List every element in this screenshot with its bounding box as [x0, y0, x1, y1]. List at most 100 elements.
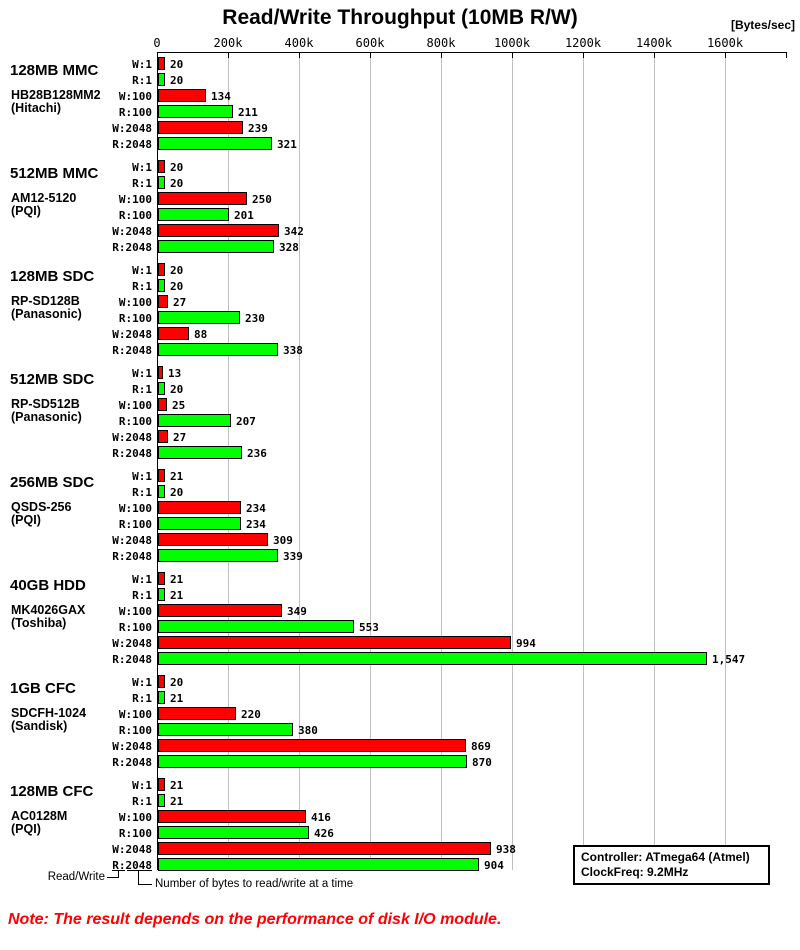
- bar-value-label: 20: [170, 74, 184, 87]
- axis-tick-label: 600k: [355, 36, 385, 50]
- bar-value-label: 207: [236, 415, 256, 428]
- bar-row-label: W:1: [132, 470, 152, 483]
- bar-value-label: 904: [484, 859, 504, 872]
- bar-row-label: W:1: [132, 161, 152, 174]
- bar-row-label: R:100: [118, 724, 152, 737]
- bar-row-label: W:100: [118, 90, 152, 103]
- bar-row-label: R:2048: [112, 241, 152, 254]
- gridline: [228, 52, 229, 870]
- bar-value-label: 309: [273, 534, 293, 547]
- group-maker-label: (Panasonic): [11, 307, 82, 321]
- group-maker-label: (PQI): [11, 513, 41, 527]
- controller-info-box: Controller: ATmega64 (Atmel) ClockFreq: …: [573, 845, 770, 885]
- group-model-label: RP-SD512B: [11, 397, 80, 411]
- group-size-label: 128MB MMC: [10, 62, 99, 79]
- write-bar: [158, 398, 167, 411]
- read-bar: [158, 723, 293, 736]
- bar-row-label: R:2048: [112, 859, 152, 872]
- write-bar: [158, 263, 165, 276]
- bar-value-label: 236: [247, 447, 267, 460]
- bar-row-label: W:1: [132, 58, 152, 71]
- legend-bracket-bytes: [138, 871, 152, 885]
- bar-value-label: 250: [252, 193, 272, 206]
- bar-value-label: 20: [170, 161, 184, 174]
- read-bar: [158, 73, 165, 86]
- bar-row-label: R:100: [118, 621, 152, 634]
- bar-value-label: 20: [170, 177, 184, 190]
- read-bar: [158, 858, 479, 871]
- bar-row-label: R:1: [132, 177, 152, 190]
- bar-value-label: 870: [472, 756, 492, 769]
- bar-row-label: R:2048: [112, 756, 152, 769]
- bar-value-label: 134: [211, 90, 231, 103]
- axis-tick-label: 400k: [284, 36, 314, 50]
- read-bar: [158, 382, 165, 395]
- group-maker-label: (PQI): [11, 822, 41, 836]
- write-bar: [158, 327, 189, 340]
- read-bar: [158, 588, 165, 601]
- axis-tick: [370, 52, 371, 58]
- axis-tick-label: 200k: [213, 36, 243, 50]
- bar-row-label: W:1: [132, 676, 152, 689]
- gridline: [441, 52, 442, 870]
- bar-row-label: R:1: [132, 589, 152, 602]
- axis-tick-label: 0: [153, 36, 161, 50]
- read-bar: [158, 343, 278, 356]
- group-model-label: QSDS-256: [11, 500, 72, 514]
- bar-row-label: W:2048: [112, 843, 152, 856]
- group-model-label: MK4026GAX: [11, 603, 86, 617]
- bar-value-label: 338: [283, 344, 303, 357]
- read-bar: [158, 446, 242, 459]
- bar-row-label: W:2048: [112, 534, 152, 547]
- bar-row-label: W:2048: [112, 122, 152, 135]
- bar-value-label: 239: [248, 122, 268, 135]
- read-bar: [158, 279, 165, 292]
- read-bar: [158, 517, 241, 530]
- write-bar: [158, 192, 247, 205]
- bar-value-label: 20: [170, 280, 184, 293]
- axis-tick-label: 1200k: [564, 36, 602, 50]
- bar-value-label: 20: [170, 486, 184, 499]
- write-bar: [158, 295, 168, 308]
- read-bar: [158, 414, 231, 427]
- bar-value-label: 230: [245, 312, 265, 325]
- gridline: [299, 52, 300, 870]
- bar-row-label: W:1: [132, 264, 152, 277]
- bar-row-label: W:2048: [112, 637, 152, 650]
- group-maker-label: (Panasonic): [11, 410, 82, 424]
- group-model-label: AC0128M: [11, 809, 68, 823]
- axis-tick: [725, 52, 726, 58]
- bar-row-label: W:100: [118, 811, 152, 824]
- write-bar: [158, 366, 163, 379]
- bar-value-label: 21: [170, 692, 184, 705]
- axis-tick: [441, 52, 442, 58]
- bar-row-label: R:100: [118, 415, 152, 428]
- write-bar: [158, 842, 491, 855]
- bar-row-label: R:100: [118, 106, 152, 119]
- axis-tick: [583, 52, 584, 58]
- bar-value-label: 20: [170, 264, 184, 277]
- read-bar: [158, 691, 165, 704]
- bar-row-label: R:100: [118, 312, 152, 325]
- bar-value-label: 234: [246, 518, 266, 531]
- write-bar: [158, 636, 511, 649]
- bar-value-label: 21: [170, 470, 184, 483]
- axis-tick-label: 1600k: [706, 36, 744, 50]
- gridline: [654, 52, 655, 870]
- bar-row-label: R:2048: [112, 447, 152, 460]
- axis-tick-label: 1400k: [635, 36, 673, 50]
- legend-bracket-read-write: [107, 871, 119, 878]
- bar-value-label: 994: [516, 637, 536, 650]
- bar-row-label: R:2048: [112, 138, 152, 151]
- group-maker-label: (Hitachi): [11, 101, 61, 115]
- group-model-label: SDCFH-1024: [11, 706, 87, 720]
- x-axis-line: [157, 52, 787, 53]
- read-bar: [158, 311, 240, 324]
- bar-value-label: 339: [283, 550, 303, 563]
- bar-value-label: 211: [238, 106, 258, 119]
- clockfreq-label: ClockFreq: 9.2MHz: [581, 865, 689, 879]
- write-bar: [158, 533, 268, 546]
- bar-value-label: 21: [170, 779, 184, 792]
- write-bar: [158, 469, 165, 482]
